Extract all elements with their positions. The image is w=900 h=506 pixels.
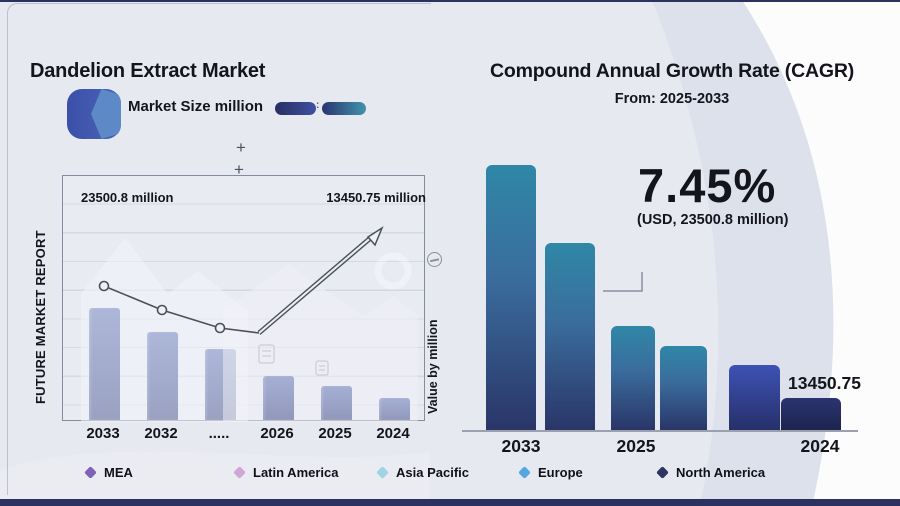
cagr-bar-2025 [660, 346, 707, 430]
legend-diamond-icon [376, 466, 389, 479]
x-axis-label: 2033 [501, 436, 541, 456]
gradient-pill-icon [275, 102, 316, 115]
callout-value-2024: 13450.75 [788, 373, 861, 393]
legend-diamond-icon [518, 466, 531, 479]
bottom-border-bar [0, 499, 900, 506]
gradient-pill-icon [322, 102, 366, 115]
pill-separator: : [316, 100, 320, 111]
value-2024-label: 13450.75 million [326, 190, 426, 205]
legend-label: Asia Pacific [396, 465, 469, 480]
legend-label: Latin America [253, 465, 339, 480]
plus-decoration-icon: + [236, 138, 246, 157]
x-axis-label: 2032 [144, 425, 178, 442]
legend-item-latin-america: Latin America [233, 465, 339, 480]
cagr-title: Compound Annual Growth Rate (CAGR) [489, 60, 855, 82]
legend-label: Europe [538, 465, 583, 480]
decorative-frame-line [7, 3, 431, 495]
legend-item-mea: MEA [84, 465, 133, 480]
legend-item-europe: Europe [518, 465, 583, 480]
cagr-bar-2025 [611, 326, 655, 430]
plus-decoration-icon: + [234, 160, 244, 179]
x-axis-label: ..... [208, 425, 230, 442]
legend-item-asia-pacific: Asia Pacific [376, 465, 469, 480]
value-2033-label: 23500.8 million [81, 190, 174, 205]
x-axis-label: 2024 [800, 436, 840, 456]
x-axis-label: 2025 [318, 425, 352, 442]
region-legend: MEA Latin America Asia Pacific Europe North … [0, 465, 900, 487]
legend-label: North America [676, 465, 766, 480]
legend-label: MEA [104, 465, 133, 480]
cagr-basis: (USD, 23500.8 million) [637, 212, 789, 228]
page-title: Dandelion Extract Market [30, 60, 266, 82]
x-axis-label: 2024 [376, 425, 410, 442]
market-size-label: Market Size million [128, 98, 264, 115]
x-axis-label: 2026 [260, 425, 294, 442]
cagr-bar-2033 [486, 165, 536, 430]
legend-item-north-america: North America [656, 465, 766, 480]
cagr-period: From: 2025-2033 [614, 91, 730, 107]
legend-diamond-icon [84, 466, 97, 479]
trend-line-and-arrow [81, 226, 418, 422]
cagr-value: 7.45% [638, 159, 777, 212]
legend-diamond-icon [233, 466, 246, 479]
legend-diamond-icon [656, 466, 669, 479]
database-cylinder-icon [67, 89, 121, 139]
cagr-bar-2024 [729, 365, 780, 430]
minus-circle-icon [427, 252, 442, 267]
market-size-chart: 23500.8 million 13450.75 million [62, 175, 426, 422]
x-axis-line [462, 430, 858, 432]
top-border-bar [0, 0, 900, 2]
x-axis-label: 2033 [86, 425, 120, 442]
cagr-bar-2024 [781, 398, 841, 430]
cagr-bar-2033 [545, 243, 595, 430]
x-axis-label: 2025 [616, 436, 656, 456]
